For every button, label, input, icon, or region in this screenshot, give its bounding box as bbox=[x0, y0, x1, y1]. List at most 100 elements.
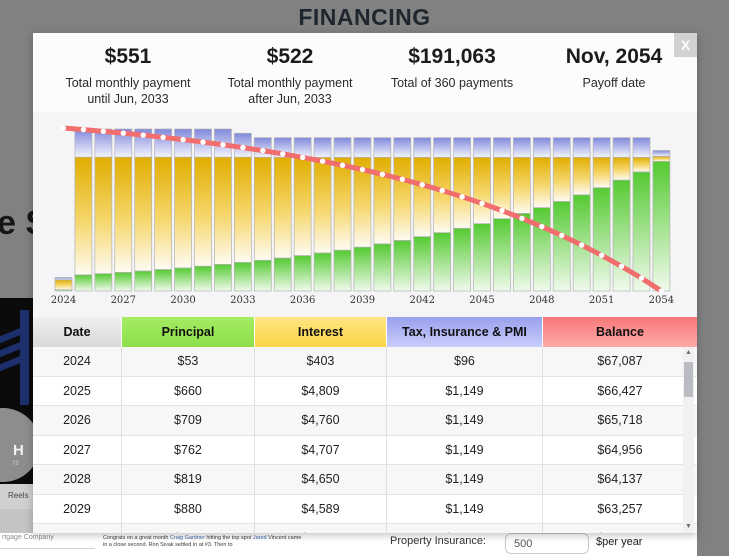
cell-date: 2029 bbox=[33, 494, 122, 524]
cell-tax: $1,149 bbox=[386, 435, 543, 465]
cell-date: 2024 bbox=[33, 347, 122, 377]
cell-balance: $64,137 bbox=[542, 465, 697, 495]
cell-interest: $4,760 bbox=[254, 406, 387, 436]
property-insurance-input[interactable] bbox=[505, 533, 589, 554]
column-header-balance: Balance bbox=[542, 317, 697, 347]
chart-canvas: 2024 2027 2030 2033 2036 2039 2042 2045 2048 2051… bbox=[51, 125, 674, 306]
column-header-interest: Interest bbox=[254, 317, 387, 347]
svg-text:2024: 2024 bbox=[51, 295, 76, 306]
stat-value: Nov, 2054 bbox=[565, 45, 663, 68]
cell-date: 2026 bbox=[33, 406, 122, 436]
cell-tax: $1,149 bbox=[386, 376, 543, 406]
cell-principal: $762 bbox=[121, 435, 255, 465]
dim-overlay-right bbox=[697, 0, 729, 556]
page-title: FINANCING bbox=[298, 4, 431, 30]
cell-interest: $403 bbox=[254, 347, 387, 377]
cell-interest: $4,707 bbox=[254, 435, 387, 465]
svg-text:2045: 2045 bbox=[469, 295, 494, 306]
stat-value: $191,063 bbox=[408, 45, 496, 68]
stat-caption-line: Total of 360 payments bbox=[390, 76, 514, 90]
scroll-down-icon[interactable]: ▼ bbox=[685, 523, 692, 530]
background-followers-count: 78 bbox=[12, 461, 19, 467]
svg-text:2033: 2033 bbox=[230, 295, 255, 306]
cell-interest: $4,524 bbox=[254, 524, 387, 533]
cell-balance: $62,312 bbox=[542, 524, 697, 533]
background-tab-bar: Reels bbox=[0, 484, 33, 509]
cell-principal: $819 bbox=[121, 465, 255, 495]
column-header-principal: Principal bbox=[121, 317, 255, 347]
cell-balance: $66,427 bbox=[542, 376, 697, 406]
background-logo-icon bbox=[20, 310, 29, 405]
cell-date: 2027 bbox=[33, 435, 122, 465]
background-page-name: H bbox=[13, 442, 24, 459]
background-company-name: rtgage Company bbox=[2, 534, 54, 541]
cell-principal: $709 bbox=[121, 406, 255, 436]
cell-tax: $1,149 bbox=[386, 524, 543, 533]
background-cover-photo: H 78 Reels bbox=[0, 298, 33, 533]
svg-text:2039: 2039 bbox=[350, 295, 375, 306]
post-link-jared[interactable]: Jared bbox=[252, 535, 267, 541]
svg-text:2036: 2036 bbox=[290, 295, 315, 306]
svg-text:2042: 2042 bbox=[410, 295, 435, 306]
summary-stats: $551 Total monthly payment until Jun, 20… bbox=[47, 41, 695, 111]
tab-reels[interactable]: Reels bbox=[8, 491, 29, 500]
table-scrollbar[interactable]: ▲ ▼ bbox=[683, 347, 694, 533]
stat-caption-line: Total monthly payment bbox=[227, 76, 353, 90]
background-page-bottom: rtgage Company Congrats on a great month… bbox=[0, 533, 697, 556]
cell-balance: $63,257 bbox=[542, 494, 697, 524]
table-header-row: Date Principal Interest Tax, Insurance & PM… bbox=[33, 317, 697, 347]
stat-value: $522 bbox=[266, 45, 314, 68]
cell-tax: $96 bbox=[386, 347, 543, 377]
cell-interest: $4,809 bbox=[254, 376, 387, 406]
post-text: hitting the top spot bbox=[204, 535, 253, 541]
background-band bbox=[0, 509, 33, 533]
stat-caption-line: Payoff date bbox=[582, 76, 646, 90]
table-row: 2025 $660 $4,809 $1,149 $66,427 bbox=[33, 376, 697, 406]
cell-tax: $1,149 bbox=[386, 465, 543, 495]
table-row: 2028 $819 $4,650 $1,149 $64,137 bbox=[33, 465, 697, 495]
stat-total-payments: $191,063 Total of 360 payments bbox=[371, 41, 533, 111]
cell-principal: $660 bbox=[121, 376, 255, 406]
scroll-up-icon[interactable]: ▲ bbox=[685, 349, 692, 356]
cell-tax: $1,149 bbox=[386, 406, 543, 436]
cell-principal: $880 bbox=[121, 494, 255, 524]
cell-date: 2028 bbox=[33, 465, 122, 495]
scrollbar-thumb[interactable] bbox=[684, 362, 693, 397]
svg-text:2051: 2051 bbox=[589, 295, 614, 306]
stat-caption: Total of 360 payments bbox=[371, 75, 533, 91]
stat-caption: Total monthly payment until Jun, 2033 bbox=[47, 75, 209, 107]
table-body: 2024 $53 $403 $96 $67,087 2025 $660 $4,809 $1,14… bbox=[33, 347, 697, 533]
stat-caption: Payoff date bbox=[533, 75, 695, 91]
cell-date: 2030 bbox=[33, 524, 122, 533]
property-insurance-label: Property Insurance: bbox=[390, 535, 486, 547]
amortization-table: Date Principal Interest Tax, Insurance & PM… bbox=[33, 317, 697, 533]
stat-caption-line: after Jun, 2033 bbox=[248, 92, 332, 106]
post-text: Vincent came in a close second. Ron Siva… bbox=[103, 535, 302, 548]
stat-monthly-after: $522 Total monthly payment after Jun, 20… bbox=[209, 41, 371, 111]
column-header-date: Date bbox=[33, 317, 122, 347]
financing-modal: X $551 Total monthly payment until Jun, … bbox=[33, 33, 697, 533]
table-row: 2027 $762 $4,707 $1,149 $64,956 bbox=[33, 435, 697, 465]
background-post-card: Congrats on a great month Craig Gardner … bbox=[97, 533, 309, 556]
stat-value: $551 bbox=[104, 45, 152, 68]
cell-principal: $945 bbox=[121, 524, 255, 533]
cell-tax: $1,149 bbox=[386, 494, 543, 524]
svg-text:2048: 2048 bbox=[529, 295, 554, 306]
post-text: Congrats on a great month bbox=[103, 535, 170, 541]
table-row: 2029 $880 $4,589 $1,149 $63,257 bbox=[33, 494, 697, 524]
cell-interest: $4,650 bbox=[254, 465, 387, 495]
post-link-craig-gardner[interactable]: Craig Gardner bbox=[169, 535, 205, 541]
close-button[interactable]: X bbox=[674, 33, 697, 57]
stat-caption-line: Total monthly payment bbox=[65, 76, 191, 90]
svg-text:2030: 2030 bbox=[170, 295, 195, 306]
svg-text:2027: 2027 bbox=[111, 295, 136, 306]
svg-text:2054: 2054 bbox=[649, 295, 674, 306]
table-row: 2024 $53 $403 $96 $67,087 bbox=[33, 347, 697, 377]
stat-payoff-date: Nov, 2054 Payoff date bbox=[533, 41, 695, 111]
cell-interest: $4,589 bbox=[254, 494, 387, 524]
property-insurance-unit: $per year bbox=[596, 536, 643, 548]
table-row: 2030$945$4,524$1,149$62,312 bbox=[33, 524, 697, 533]
divider bbox=[0, 548, 95, 549]
stat-caption-line: until Jun, 2033 bbox=[87, 92, 169, 106]
